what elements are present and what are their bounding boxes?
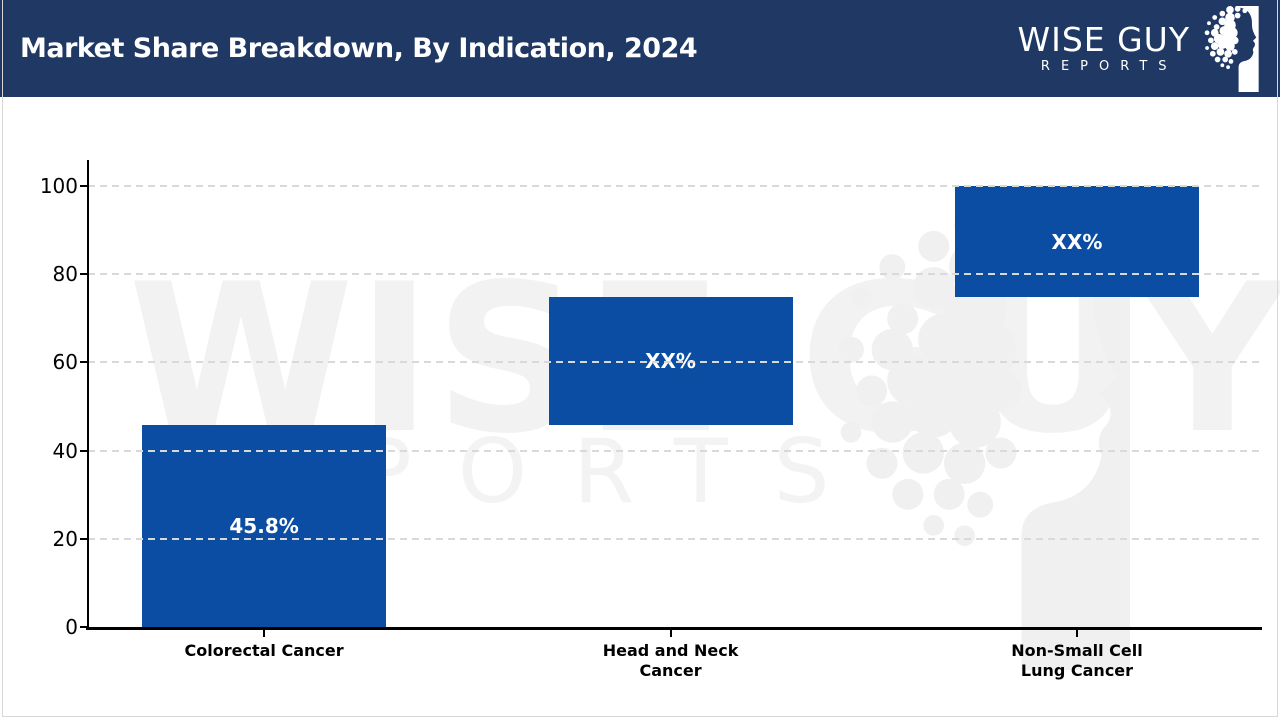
category-label-line: Non-Small Cell <box>1011 641 1143 660</box>
gridline-y40 <box>88 449 1262 452</box>
gridline-y60 <box>88 361 1262 364</box>
x-tick-mark <box>669 629 672 637</box>
logo-wiseguy-label: WISE GUY <box>1017 19 1190 59</box>
y-tick-label: 60 <box>52 350 78 375</box>
y-tick-label: 40 <box>52 438 78 463</box>
gridline-y100 <box>88 185 1262 187</box>
x-tick-mark <box>1075 629 1078 637</box>
wiseguy-logo: WISE GUY REPORTS <box>1017 5 1280 92</box>
gridline-y80 <box>88 273 1262 276</box>
y-tick-mark <box>80 626 87 628</box>
logo-text: WISE GUY REPORTS <box>1017 19 1190 75</box>
category-label: Head and Neck Cancer <box>541 641 801 681</box>
category-label: Colorectal Cancer <box>134 641 394 661</box>
logo-head-group <box>1204 5 1259 92</box>
x-tick-mark <box>263 629 266 637</box>
bar-segment: XX% <box>548 297 793 425</box>
logo-reports-label: REPORTS <box>1040 59 1178 75</box>
y-axis-line <box>87 160 89 629</box>
category-label-line: Colorectal Cancer <box>184 641 344 660</box>
category-label: Non-Small Cell Lung Cancer <box>947 641 1207 681</box>
y-tick-label: 20 <box>52 526 78 551</box>
category-label-line: Head and Neck <box>602 641 739 660</box>
category-label-line: Cancer <box>639 661 702 680</box>
bar-segment: XX% <box>954 186 1199 298</box>
y-tick-label: 100 <box>39 174 78 198</box>
bar-value-label: XX% <box>645 349 696 374</box>
bar-value-label: XX% <box>1051 229 1103 254</box>
page-title: Market Share Breakdown, By Indication, 2… <box>20 33 698 64</box>
gridline-y20 <box>88 537 1262 540</box>
y-tick-mark <box>80 537 87 540</box>
y-tick-mark <box>80 185 87 187</box>
x-axis-line <box>86 627 1262 630</box>
header-bar: Market Share Breakdown, By Indication, 2… <box>0 0 1280 97</box>
bar-segment: 45.8% <box>142 425 387 627</box>
y-tick-mark <box>80 361 87 364</box>
category-label-line: Lung Cancer <box>1020 661 1134 680</box>
wiseguy-dotted-head-icon <box>1204 5 1259 92</box>
y-tick-label: 0 <box>65 615 78 639</box>
y-tick-mark <box>80 449 87 452</box>
y-tick-label: 80 <box>52 262 78 287</box>
bar-value-label: 45.8% <box>229 514 299 538</box>
y-tick-mark <box>80 273 87 276</box>
